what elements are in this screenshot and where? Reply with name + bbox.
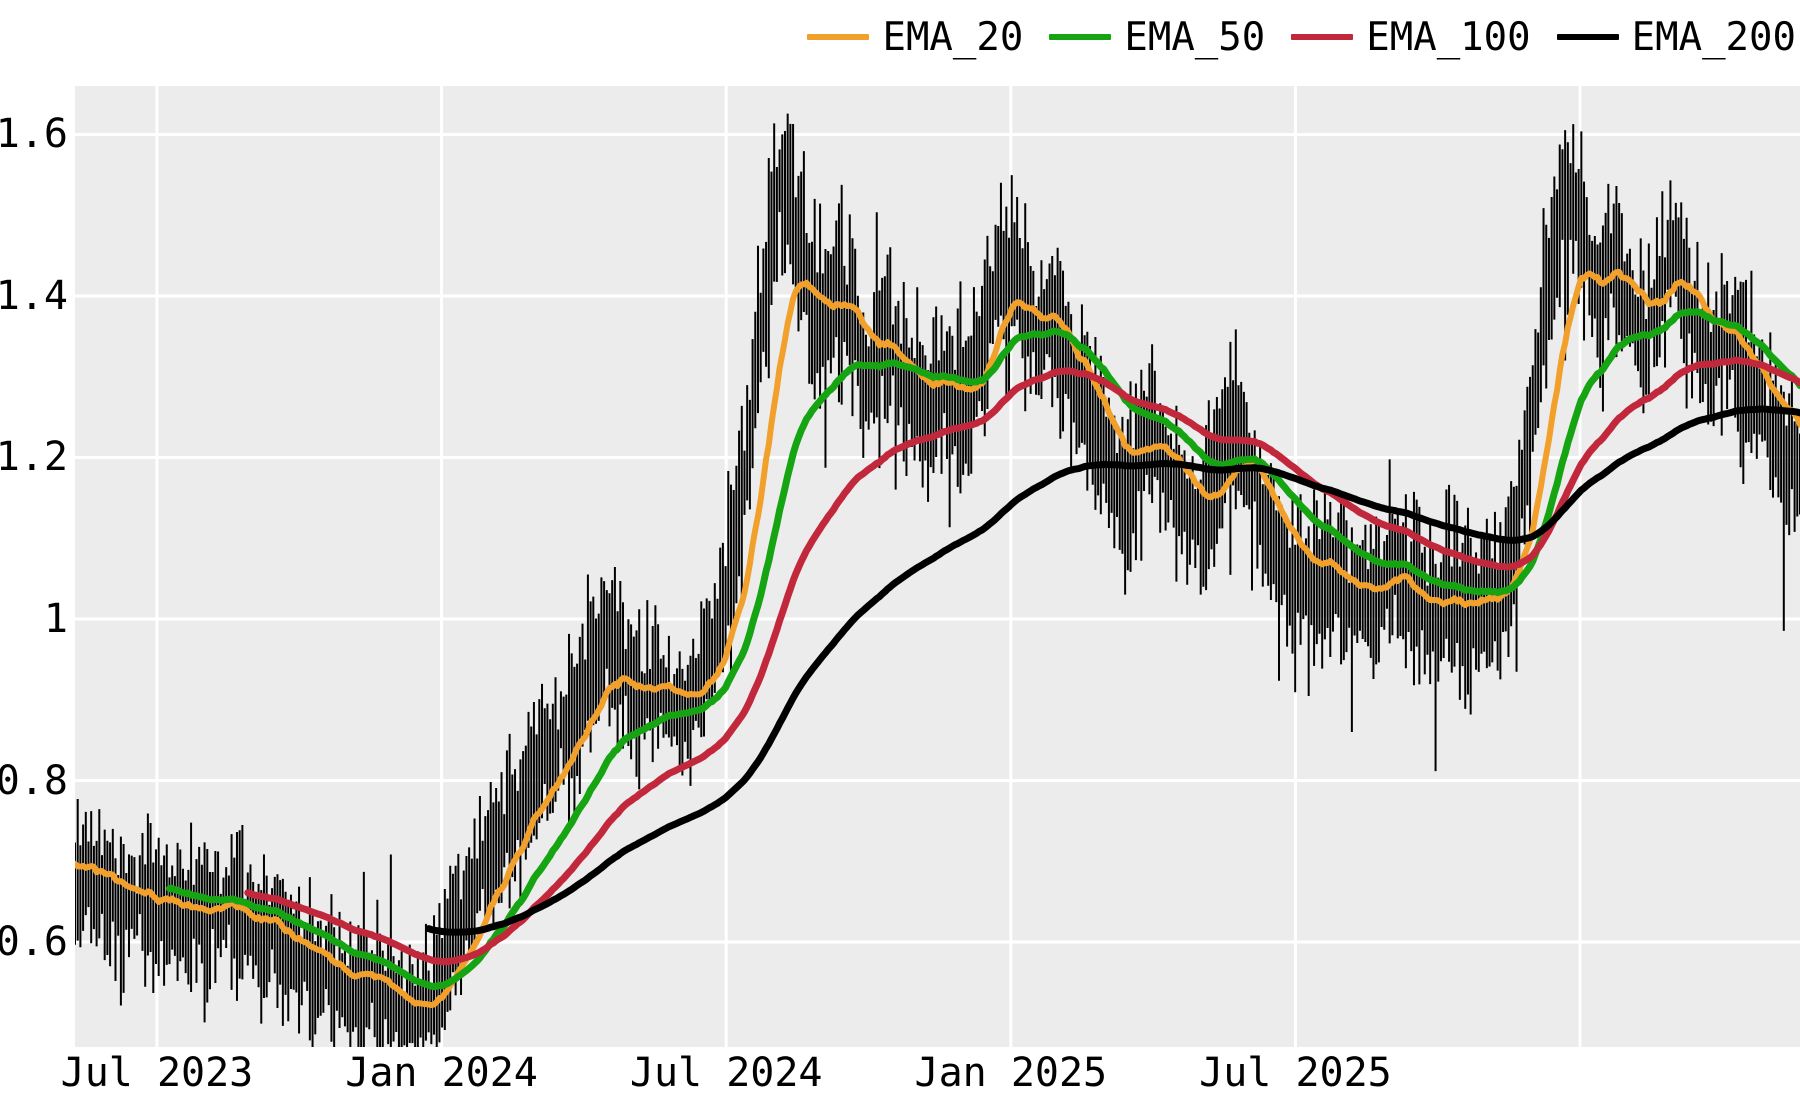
legend-item-ema_20[interactable]: EMA_20 bbox=[807, 15, 1023, 60]
legend-line-icon bbox=[807, 34, 870, 40]
series-line-ema_50 bbox=[165, 307, 1800, 991]
x-tick-label: Jan 2025 bbox=[914, 1050, 1108, 1096]
y-tick-label: 0.6 bbox=[0, 919, 68, 966]
y-tick-label: 1 bbox=[43, 595, 68, 642]
legend-item-ema_50[interactable]: EMA_50 bbox=[1049, 15, 1265, 60]
x-axis: Jul 2023 Jan 2024 Jul 2024 Jan 2025 Jul 2025 bbox=[61, 1050, 1800, 1100]
y-tick-label: 1.2 bbox=[0, 434, 68, 481]
series-line-ema_200 bbox=[425, 405, 1800, 936]
legend-item-ema_100[interactable]: EMA_100 bbox=[1291, 14, 1531, 60]
y-tick-label: 1.4 bbox=[0, 272, 68, 319]
chart-legend: EMA_20 EMA_50 EMA_100 EMA_200 bbox=[0, 0, 1800, 74]
series-line-ema_100 bbox=[244, 356, 1800, 966]
legend-label: EMA_50 bbox=[1124, 14, 1266, 60]
plot-canvas bbox=[75, 86, 1800, 1047]
y-tick-label: 1.6 bbox=[0, 111, 68, 158]
legend-line-icon bbox=[1556, 34, 1619, 40]
y-tick-label: 0.8 bbox=[0, 757, 68, 804]
x-tick-label: Jul 2024 bbox=[629, 1050, 823, 1096]
legend-label: EMA_200 bbox=[1631, 14, 1796, 60]
y-axis: 1.6 1.4 1.2 1 0.8 0.6 bbox=[0, 86, 68, 1047]
plot-area bbox=[75, 86, 1800, 1047]
price-bars bbox=[75, 113, 1800, 1047]
legend-label: EMA_20 bbox=[882, 14, 1024, 60]
x-tick-label: Jan 2024 bbox=[345, 1050, 538, 1096]
x-tick-label: Jul 2025 bbox=[1199, 1050, 1392, 1096]
legend-line-icon bbox=[1049, 34, 1112, 40]
legend-line-icon bbox=[1291, 34, 1354, 40]
legend-label: EMA_100 bbox=[1366, 14, 1531, 60]
legend-item-ema_200[interactable]: EMA_200 bbox=[1556, 14, 1796, 60]
x-tick-label: Jul 2023 bbox=[60, 1050, 254, 1096]
